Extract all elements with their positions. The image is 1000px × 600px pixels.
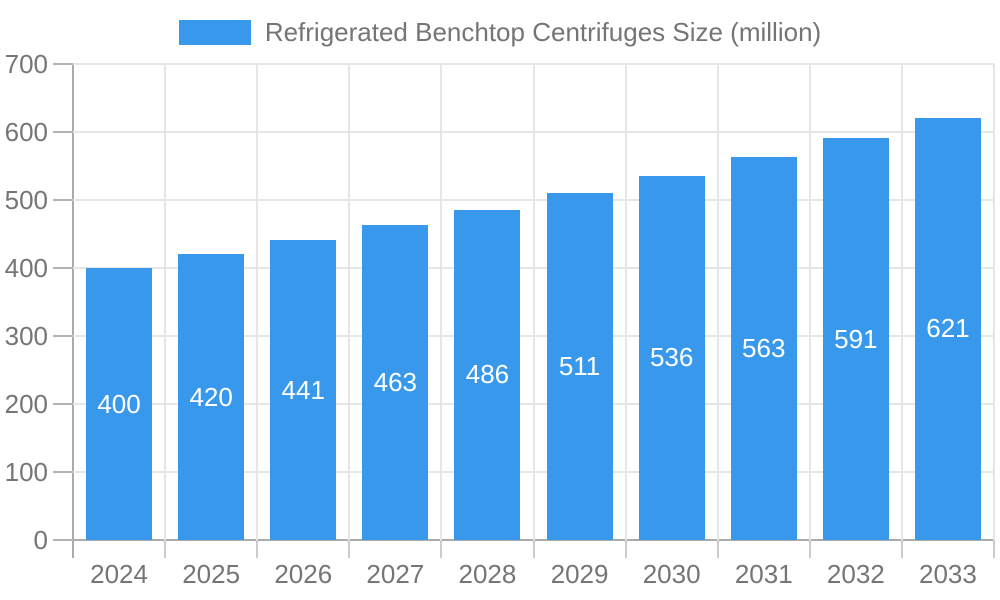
bar-value-label: 486 bbox=[465, 359, 510, 390]
y-tick-label: 0 bbox=[33, 525, 48, 555]
y-tick-label: 500 bbox=[4, 185, 48, 215]
y-tick bbox=[53, 335, 73, 337]
bar-value-label: 511 bbox=[558, 350, 601, 381]
x-tick-label: 2030 bbox=[642, 559, 701, 589]
bar[interactable]: 400 bbox=[86, 268, 153, 540]
bar[interactable]: 420 bbox=[178, 254, 245, 540]
bar[interactable]: 563 bbox=[730, 157, 797, 540]
y-tick bbox=[53, 199, 73, 201]
x-grid-line bbox=[808, 64, 811, 540]
x-tick bbox=[900, 540, 903, 558]
x-tick bbox=[348, 540, 351, 558]
x-tick-label: 2033 bbox=[919, 559, 977, 589]
legend-swatch[interactable] bbox=[178, 19, 251, 45]
x-tick-label: 2027 bbox=[366, 559, 425, 589]
legend-label: Refrigerated Benchtop Centrifuges Size (… bbox=[264, 16, 822, 47]
bar-value-label: 441 bbox=[281, 374, 325, 405]
y-tick-label: 400 bbox=[4, 253, 48, 283]
x-tick-label: 2025 bbox=[182, 559, 241, 589]
x-grid-line bbox=[348, 64, 351, 540]
y-tick bbox=[53, 267, 73, 269]
bar[interactable]: 536 bbox=[638, 175, 705, 540]
y-tick-label: 600 bbox=[4, 117, 48, 147]
x-grid-line bbox=[440, 64, 443, 540]
x-tick bbox=[256, 540, 259, 558]
x-tick-label: 2032 bbox=[826, 559, 885, 589]
x-grid-line bbox=[716, 64, 719, 540]
bar[interactable]: 486 bbox=[454, 209, 521, 540]
y-tick-label: 700 bbox=[4, 49, 48, 79]
bar[interactable]: 441 bbox=[270, 240, 337, 540]
y-tick bbox=[53, 131, 73, 133]
y-tick-label: 300 bbox=[4, 321, 48, 351]
x-tick-label: 2024 bbox=[90, 559, 148, 589]
x-grid-line bbox=[164, 64, 167, 540]
bar-value-label: 536 bbox=[649, 342, 694, 373]
bar[interactable]: 511 bbox=[546, 192, 613, 540]
y-tick bbox=[53, 539, 73, 541]
y-tick bbox=[53, 403, 73, 405]
x-grid-line bbox=[256, 64, 259, 540]
bar[interactable]: 591 bbox=[822, 138, 889, 540]
bar[interactable]: 621 bbox=[914, 117, 981, 540]
x-tick-label: 2031 bbox=[734, 559, 793, 589]
bar-value-label: 463 bbox=[373, 367, 418, 398]
x-grid-line bbox=[624, 64, 627, 540]
x-tick-label: 2029 bbox=[550, 559, 609, 589]
y-tick bbox=[53, 63, 73, 65]
x-tick-label: 2028 bbox=[458, 559, 517, 589]
y-axis-line bbox=[72, 64, 74, 558]
x-grid-line bbox=[900, 64, 903, 540]
x-tick bbox=[440, 540, 443, 558]
x-tick bbox=[993, 540, 995, 558]
bar-value-label: 621 bbox=[926, 313, 970, 344]
bar-value-label: 420 bbox=[189, 381, 233, 412]
x-tick bbox=[716, 540, 719, 558]
legend[interactable]: Refrigerated Benchtop Centrifuges Size (… bbox=[0, 12, 1000, 52]
bar[interactable]: 463 bbox=[362, 225, 429, 540]
x-tick bbox=[532, 540, 535, 558]
x-tick bbox=[624, 540, 627, 558]
x-grid-line bbox=[993, 64, 995, 540]
x-tick bbox=[164, 540, 167, 558]
y-tick bbox=[53, 471, 73, 473]
bar-value-label: 591 bbox=[834, 323, 878, 354]
bar-value-label: 400 bbox=[97, 388, 141, 419]
x-grid-line bbox=[532, 64, 535, 540]
x-tick bbox=[808, 540, 811, 558]
y-tick-label: 100 bbox=[4, 457, 48, 487]
y-tick-label: 200 bbox=[4, 389, 48, 419]
bar-value-label: 563 bbox=[742, 333, 786, 364]
x-tick-label: 2026 bbox=[274, 559, 333, 589]
